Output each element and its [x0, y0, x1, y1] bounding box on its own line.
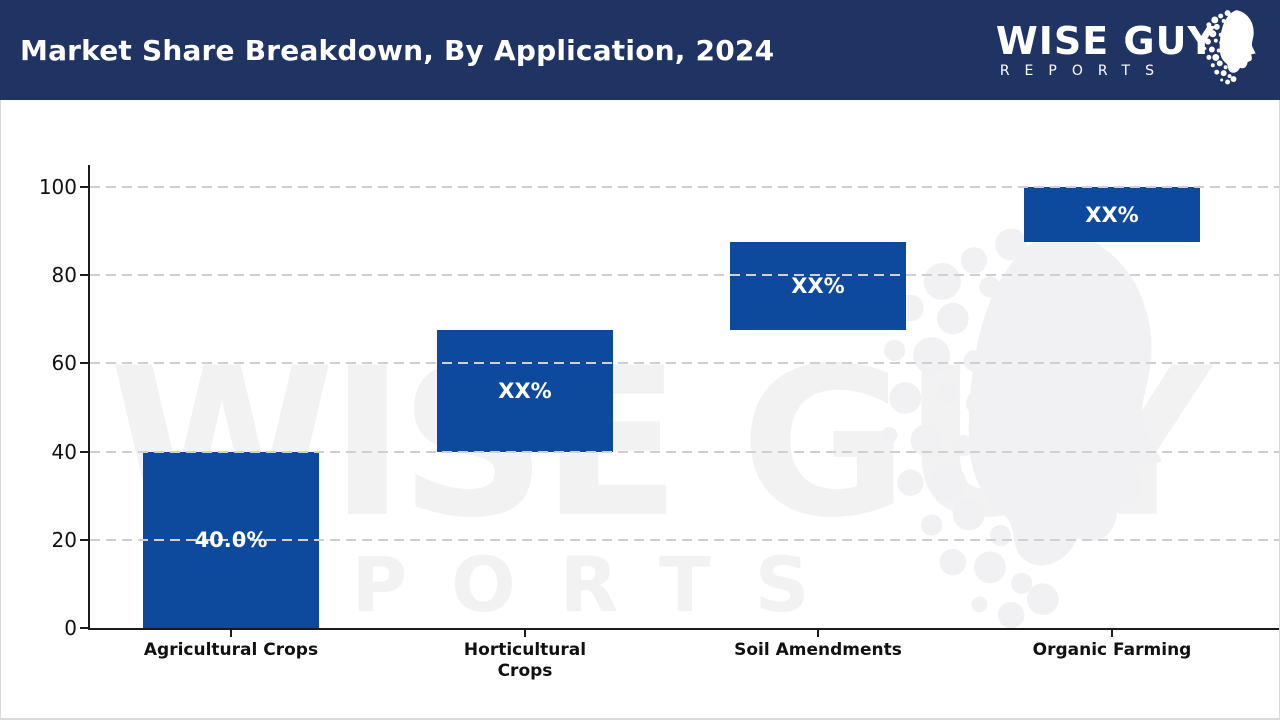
x-category-label-3: Organic Farming	[1032, 640, 1192, 660]
gridline-40	[90, 450, 1279, 453]
y-tick-label-0: 0	[64, 616, 77, 640]
x-category-label-0: Agricultural Crops	[143, 640, 319, 660]
wiseguy-head-icon	[1203, 10, 1256, 85]
y-tick-mark-20	[80, 538, 88, 541]
y-axis-line	[88, 165, 90, 630]
x-category-label-2: Soil Amendments	[734, 640, 902, 660]
wiseguy-logo: WISE GUY REPORTS	[996, 8, 1266, 92]
x-tick-mark-3	[1111, 630, 1113, 637]
bar-2	[730, 242, 906, 331]
logo-brand-text: WISE GUY	[995, 19, 1216, 63]
y-tick-mark-0	[80, 627, 88, 629]
bar-value-label-2: XX%	[791, 274, 845, 299]
bar-value-label-1: XX%	[498, 378, 552, 403]
y-tick-label-40: 40	[51, 439, 77, 464]
bar-value-label-0: 40.0%	[194, 527, 268, 552]
logo-reports-text: REPORTS	[999, 63, 1169, 79]
page-title: Market Share Breakdown, By Application, …	[20, 33, 775, 67]
logo-text: WISE GUY REPORTS	[996, 21, 1216, 79]
y-tick-label-80: 80	[51, 263, 77, 288]
gridline-60	[90, 362, 1279, 365]
y-tick-mark-80	[80, 274, 88, 277]
y-tick-mark-100	[80, 186, 88, 188]
y-tick-label-100: 100	[38, 175, 77, 199]
y-tick-label-20: 20	[51, 527, 77, 552]
gridline-20	[90, 538, 1279, 541]
gridline-80	[90, 274, 1279, 277]
x-tick-mark-1	[524, 630, 526, 637]
y-tick-label-60: 60	[51, 351, 77, 376]
x-category-label-1: Horticultural Crops	[463, 640, 587, 681]
x-tick-mark-0	[230, 630, 232, 637]
bar-1	[437, 330, 613, 452]
bar-value-label-3: XX%	[1085, 202, 1139, 227]
chart-canvas: WISE GUY REPORTS 0 20 40 60 80 100 40	[0, 100, 1280, 720]
x-axis-line	[88, 628, 1279, 630]
gridline-100	[90, 186, 1279, 188]
y-tick-mark-40	[80, 450, 88, 453]
chart-area: 0 20 40 60 80 100 40.0% Agricultural Crops XX% Ho…	[1, 100, 1279, 718]
header: Market Share Breakdown, By Application, …	[0, 0, 1280, 100]
x-tick-mark-2	[817, 630, 819, 637]
y-tick-mark-60	[80, 362, 88, 365]
